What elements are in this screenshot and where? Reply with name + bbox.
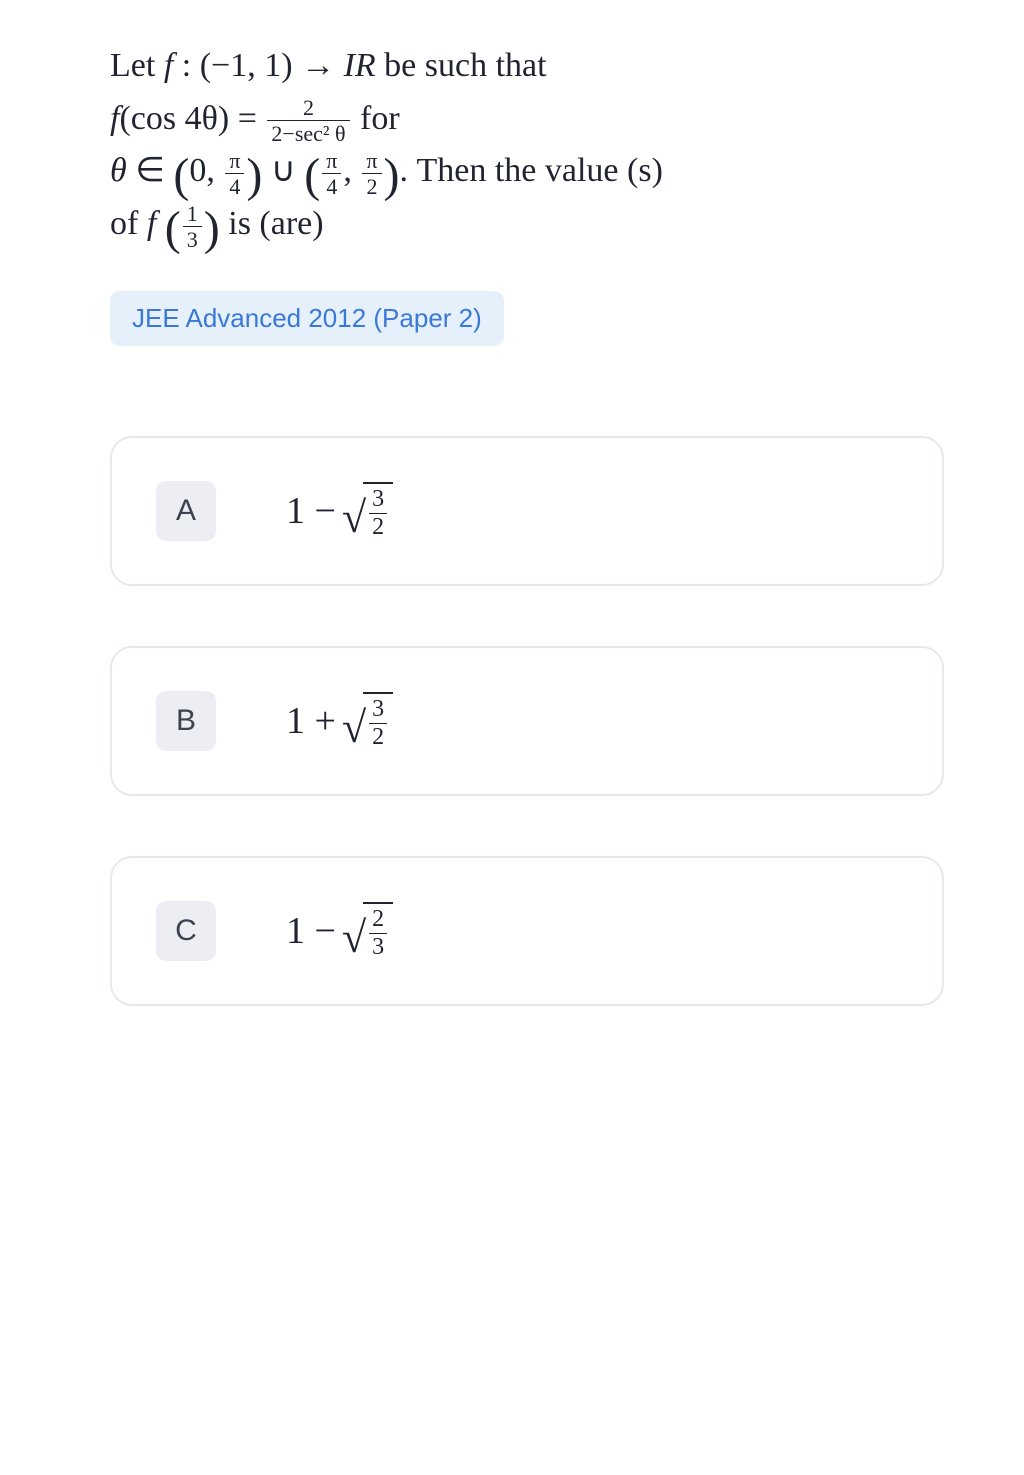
- option-expression: 1 − √ 2 3: [286, 902, 393, 960]
- sqrt: √ 3 2: [342, 692, 393, 750]
- option-expression: 1 − √ 3 2: [286, 482, 393, 540]
- question-text: Let f : (−1, 1) → IR be such that f(cos …: [110, 40, 944, 251]
- paren-open: (: [165, 202, 181, 255]
- fraction-den: 2−sec² θ: [267, 120, 349, 145]
- text: →: [293, 47, 344, 84]
- fraction: 2 3: [369, 907, 387, 960]
- fraction: 13: [181, 202, 204, 251]
- sqrt: √ 2 3: [342, 902, 393, 960]
- paren-open: (: [173, 149, 189, 202]
- option-letter: A: [156, 481, 216, 541]
- text: . Then the value (s): [399, 152, 662, 189]
- fraction-num: π: [322, 149, 341, 173]
- text: ∈: [127, 152, 174, 189]
- vinculum: 3 2: [363, 692, 393, 750]
- text: (: [119, 100, 130, 137]
- fraction: 3 2: [369, 487, 387, 540]
- option-expression: 1 + √ 3 2: [286, 692, 393, 750]
- option-c[interactable]: C 1 − √ 2 3: [110, 856, 944, 1006]
- math-f: f: [164, 47, 173, 84]
- paren-close: ): [246, 149, 262, 202]
- fraction-num: 3: [369, 487, 387, 513]
- text: ,: [206, 152, 223, 189]
- fraction: 3 2: [369, 697, 387, 750]
- text: 0: [189, 152, 206, 189]
- fraction: 22−sec² θ: [265, 96, 351, 145]
- text: of: [110, 205, 147, 242]
- math-theta: θ: [110, 152, 127, 189]
- option-letter: B: [156, 691, 216, 751]
- option-a[interactable]: A 1 − √ 3 2: [110, 436, 944, 586]
- fraction-den: 3: [369, 933, 387, 960]
- fraction-den: 2: [362, 173, 381, 198]
- text: 1 −: [286, 909, 336, 953]
- source-tag-container: JEE Advanced 2012 (Paper 2): [110, 291, 944, 346]
- fraction-num: 2: [267, 96, 349, 120]
- text: =: [229, 100, 265, 137]
- paren-close: ): [384, 149, 400, 202]
- options-list: A 1 − √ 3 2 B 1 + √ 3: [110, 436, 944, 1006]
- fraction-num: 2: [369, 907, 387, 933]
- fraction-num: 3: [369, 697, 387, 723]
- fraction: π4: [223, 149, 246, 198]
- math-f: f: [147, 205, 156, 242]
- source-tag: JEE Advanced 2012 (Paper 2): [110, 291, 504, 346]
- text: for: [352, 100, 400, 137]
- text: cos 4θ: [131, 100, 218, 137]
- fraction-den: 4: [225, 173, 244, 198]
- text: (: [200, 47, 211, 84]
- fraction: π2: [360, 149, 383, 198]
- paren-close: ): [204, 202, 220, 255]
- option-b[interactable]: B 1 + √ 3 2: [110, 646, 944, 796]
- sqrt: √ 3 2: [342, 482, 393, 540]
- fraction-den: 3: [183, 226, 202, 251]
- text: 1 +: [286, 699, 336, 743]
- text: −1, 1: [211, 47, 281, 84]
- fraction-den: 2: [369, 723, 387, 750]
- text: be such that: [376, 47, 547, 84]
- fraction-num: π: [225, 149, 244, 173]
- text: ): [218, 100, 229, 137]
- text: ∪: [262, 152, 304, 189]
- text: Let: [110, 47, 164, 84]
- fraction: π4: [320, 149, 343, 198]
- text: ,: [343, 152, 360, 189]
- fraction-num: 1: [183, 202, 202, 226]
- fraction-den: 4: [322, 173, 341, 198]
- fraction-num: π: [362, 149, 381, 173]
- text: :: [173, 47, 199, 84]
- vinculum: 3 2: [363, 482, 393, 540]
- text: is (are): [220, 205, 324, 242]
- math-codomain: IR: [344, 47, 376, 84]
- paren-open: (: [304, 149, 320, 202]
- option-letter: C: [156, 901, 216, 961]
- fraction-den: 2: [369, 513, 387, 540]
- text: 1 −: [286, 489, 336, 533]
- text: ): [281, 47, 292, 84]
- vinculum: 2 3: [363, 902, 393, 960]
